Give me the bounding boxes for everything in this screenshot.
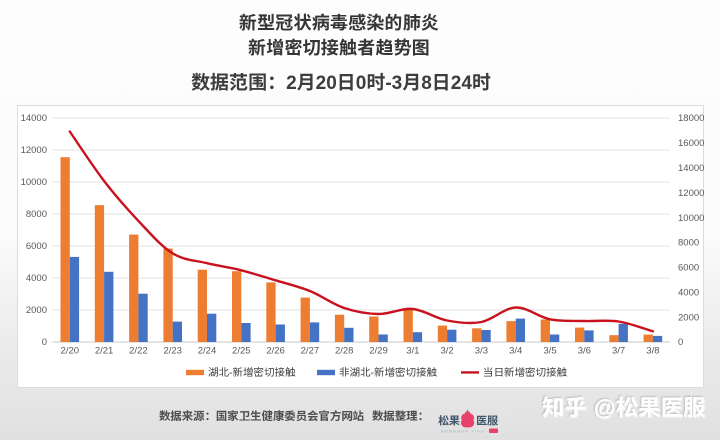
svg-text:湖北-新增密切接触: 湖北-新增密切接触 (208, 366, 296, 379)
svg-text:2/29: 2/29 (369, 346, 388, 357)
svg-text:2/28: 2/28 (335, 346, 354, 357)
svg-text:3/6: 3/6 (578, 346, 591, 357)
svg-text:10000: 10000 (678, 213, 704, 224)
svg-text:18000: 18000 (678, 113, 704, 124)
svg-text:0: 0 (678, 337, 683, 348)
svg-text:0: 0 (42, 337, 47, 348)
svg-text:2/25: 2/25 (232, 346, 251, 357)
svg-text:3/8: 3/8 (646, 346, 659, 357)
svg-text:4000: 4000 (26, 273, 47, 284)
svg-text:6000: 6000 (26, 241, 47, 252)
svg-text:松果: 松果 (438, 416, 460, 428)
svg-text:非湖北-新增密切接触: 非湖北-新增密切接触 (339, 366, 437, 379)
svg-text:3/3: 3/3 (475, 346, 488, 357)
svg-text:3/2: 3/2 (440, 346, 453, 357)
svg-text:16000: 16000 (678, 138, 704, 149)
svg-text:医服: 医服 (476, 416, 498, 428)
svg-text:2000: 2000 (26, 305, 47, 316)
svg-text:2/20: 2/20 (61, 346, 80, 357)
svg-text:2/22: 2/22 (129, 346, 148, 357)
svg-text:6000: 6000 (678, 263, 699, 274)
svg-text:10000: 10000 (21, 177, 47, 188)
svg-text:3/1: 3/1 (406, 346, 419, 357)
svg-text:2/23: 2/23 (163, 346, 182, 357)
svg-text:2000: 2000 (678, 312, 699, 323)
svg-text:3/7: 3/7 (612, 346, 625, 357)
svg-text:8000: 8000 (678, 238, 699, 249)
svg-text:8000: 8000 (26, 209, 47, 220)
svg-text:4000: 4000 (678, 287, 699, 298)
svg-text:SONGGUO YIFU: SONGGUO YIFU (441, 430, 485, 434)
svg-text:2/26: 2/26 (266, 346, 285, 357)
svg-text:3/4: 3/4 (509, 346, 522, 357)
svg-text:当日新增密切接触: 当日新增密切接触 (483, 366, 567, 379)
svg-text:12000: 12000 (21, 145, 47, 156)
svg-text:14000: 14000 (678, 163, 704, 174)
svg-text:2/21: 2/21 (95, 346, 114, 357)
svg-text:3/5: 3/5 (543, 346, 556, 357)
svg-text:2/27: 2/27 (301, 346, 320, 357)
svg-text:14000: 14000 (21, 113, 47, 124)
svg-text:12000: 12000 (678, 188, 704, 199)
svg-text:2/24: 2/24 (198, 346, 217, 357)
